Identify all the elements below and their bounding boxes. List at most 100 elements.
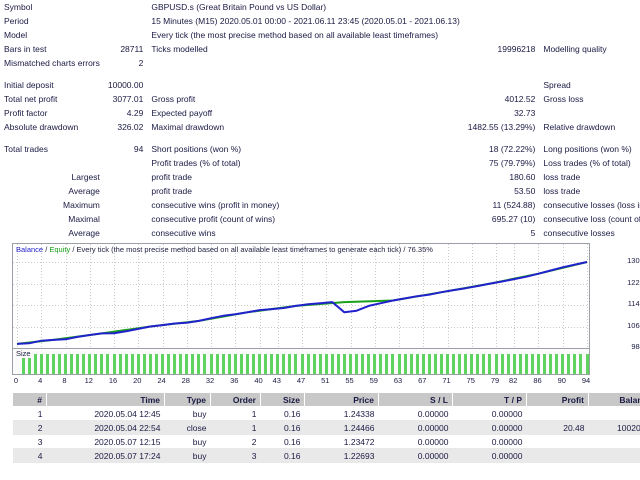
- size-bar: [446, 354, 450, 374]
- size-bar: [524, 354, 528, 374]
- x-axis-tick: 28: [181, 376, 190, 385]
- summary-label: Maximal: [68, 213, 100, 224]
- size-bar: [506, 354, 510, 374]
- summary-value: 28711: [120, 43, 144, 54]
- size-bar: [197, 354, 201, 374]
- trades-column-header[interactable]: S / L: [378, 392, 453, 407]
- size-bar: [239, 354, 243, 374]
- table-row[interactable]: 2 2020.05.04 22:54 close 1 0.16 1.24466 0.0000…: [12, 420, 640, 435]
- size-bar: [124, 354, 128, 374]
- size-bar: [318, 354, 322, 374]
- trade-cell-time: 2020.05.07 17:24: [46, 448, 165, 463]
- trades-column-header[interactable]: Size: [260, 392, 305, 407]
- size-bar: [409, 354, 413, 374]
- size-bar: [579, 354, 583, 374]
- table-row[interactable]: 3 2020.05.07 12:15 buy 2 0.16 1.23472 0.00000 0…: [12, 434, 640, 449]
- summary-label-3: Spread: [543, 79, 571, 90]
- size-bar: [142, 354, 146, 374]
- size-bar: [209, 354, 213, 374]
- trades-column-header[interactable]: T / P: [452, 392, 527, 407]
- trades-column-header[interactable]: Type: [164, 392, 211, 407]
- size-bar: [452, 354, 456, 374]
- trade-cell-num: 3: [12, 434, 47, 449]
- x-axis-tick: 90: [557, 376, 566, 385]
- size-bar: [324, 354, 328, 374]
- summary-label-2: Short positions (won %): [151, 143, 242, 154]
- summary-table: Symbol GBPUSD.s (Great Britain Pound vs U…: [0, 0, 640, 238]
- summary-label-2: Ticks modelled: [151, 43, 208, 54]
- x-axis-tick: 40: [254, 376, 263, 385]
- table-row[interactable]: 4 2020.05.07 17:24 buy 3 0.16 1.22693 0.00000 0…: [12, 448, 640, 463]
- summary-label-3: [539, 56, 640, 70]
- trades-column-header[interactable]: Balance: [588, 392, 640, 407]
- summary-label-3: Modelling quality: [543, 43, 607, 54]
- x-axis-tick: 55: [345, 376, 354, 385]
- table-row[interactable]: 1 2020.05.04 12:45 buy 1 0.16 1.24338 0.00000 0…: [12, 406, 640, 421]
- trade-cell-order: 3: [210, 448, 261, 463]
- summary-row: Period 15 Minutes (M15) 2020.05.01 00:00 …: [0, 14, 640, 28]
- size-bar: [100, 354, 104, 374]
- summary-row: Maximum consecutive wins (profit in money…: [0, 198, 640, 212]
- trade-cell-price: 1.22693: [304, 448, 379, 463]
- legend-description: Every tick (the most precise method base…: [76, 245, 433, 254]
- size-bar: [288, 354, 292, 374]
- size-bar: [585, 354, 589, 374]
- size-bar: [494, 354, 498, 374]
- summary-label: Bars in test: [4, 43, 47, 54]
- trades-column-header[interactable]: Order: [210, 392, 261, 407]
- summary-row: Total net profit 3077.01 Gross profit 4012.…: [0, 92, 640, 106]
- size-bar: [294, 354, 298, 374]
- summary-row: Maximal consecutive profit (count of wins…: [0, 212, 640, 226]
- summary-value-2: 32.73: [514, 107, 536, 118]
- trade-cell-profit: [526, 448, 589, 463]
- size-bar: [361, 354, 365, 374]
- size-bar: [397, 354, 401, 374]
- trades-column-header[interactable]: #: [12, 392, 47, 407]
- size-bar: [470, 354, 474, 374]
- size-bar: [161, 354, 165, 374]
- summary-label-3: Loss trades (% of total): [543, 157, 631, 168]
- size-panel-label: Size: [15, 349, 32, 358]
- size-bar: [39, 354, 43, 374]
- gridline-vertical: [538, 244, 540, 348]
- summary-row: Total trades 94 Short positions (won %) 18 …: [0, 142, 640, 156]
- summary-row: Absolute drawdown 326.02 Maximal drawdown 1…: [0, 120, 640, 134]
- x-axis-tick: 16: [108, 376, 118, 385]
- size-bar: [373, 354, 377, 374]
- gridline-vertical: [277, 244, 279, 348]
- summary-label: Total net profit: [4, 93, 58, 104]
- size-bar: [336, 354, 340, 374]
- trades-column-header[interactable]: Profit: [526, 392, 589, 407]
- trade-cell-balance: [588, 448, 640, 463]
- size-bar: [349, 354, 352, 374]
- chart-series-balance: [16, 261, 588, 345]
- trade-cell-size: 0.16: [260, 420, 305, 435]
- trade-cell-size: 0.16: [260, 448, 305, 463]
- summary-label-2: consecutive wins (profit in money): [151, 199, 280, 210]
- trade-cell-balance: 10020.48: [588, 420, 640, 435]
- x-axis-tick: 51: [321, 376, 330, 385]
- size-bar: [342, 354, 346, 374]
- size-bar: [427, 354, 431, 374]
- summary-value: 3077.01: [112, 93, 144, 104]
- x-axis-tick: 32: [205, 376, 215, 385]
- trades-column-header[interactable]: Price: [304, 392, 379, 407]
- summary-row: Profit factor 4.29 Expected payoff 32.73: [0, 106, 640, 120]
- size-bar: [112, 354, 116, 374]
- size-bar: [355, 354, 359, 374]
- size-bar: [215, 354, 219, 374]
- summary-label-3: [539, 0, 640, 14]
- summary-value-2: 18 (72.22%): [489, 143, 536, 154]
- size-bar: [421, 354, 425, 374]
- trade-cell-balance: [588, 434, 640, 449]
- size-bar: [549, 354, 553, 374]
- size-bar: [530, 354, 534, 374]
- trade-cell-sl: 0.00000: [378, 434, 453, 449]
- summary-value: [104, 0, 147, 14]
- trade-cell-sl: 0.00000: [378, 448, 453, 463]
- trades-column-header[interactable]: Time: [46, 392, 165, 407]
- size-bar: [476, 354, 480, 374]
- size-bar: [543, 354, 547, 374]
